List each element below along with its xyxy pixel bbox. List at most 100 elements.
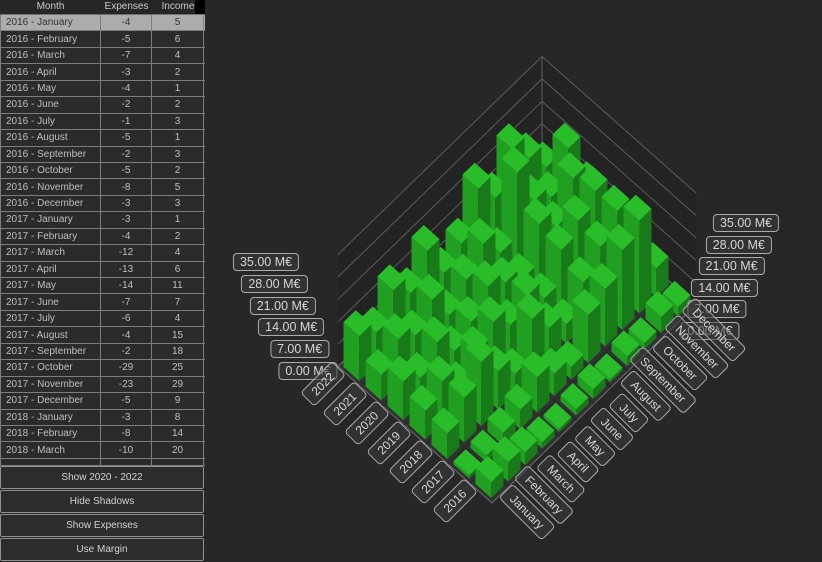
table-row[interactable]: 2018 - March -10 20 (1, 442, 205, 459)
table-row[interactable]: 2017 - February -4 2 (1, 228, 205, 246)
table-row[interactable]: 2017 - August -4 15 (1, 327, 205, 344)
bar-top-face (543, 402, 572, 429)
cell-month: 2018 - January (1, 409, 101, 425)
cell-income: 2 (152, 97, 204, 113)
bar-2017-August[interactable] (572, 289, 601, 363)
bar-left-face (543, 414, 560, 432)
bar-top-face (489, 256, 518, 283)
table-row[interactable]: 2016 - November -8 5 (1, 179, 205, 196)
table-row[interactable]: 2016 - August -5 1 (1, 130, 205, 147)
cell-month: 2016 - February (1, 31, 101, 47)
bar-top-face (462, 162, 491, 189)
table-row[interactable]: 2017 - June -7 7 (1, 294, 205, 311)
cell-expenses: -3 (101, 64, 152, 80)
bar-left-face (453, 461, 470, 479)
cell-expenses: -5 (101, 31, 152, 47)
cell-expenses: -13 (101, 261, 152, 277)
cell-income: 5 (152, 15, 204, 31)
bar-2016-June[interactable] (560, 383, 589, 416)
cell-income: 2 (152, 64, 204, 80)
bar-top-face (501, 146, 530, 173)
table-row[interactable]: 2018 - January -3 8 (1, 409, 205, 426)
cell-income: 20 (152, 442, 204, 458)
cell-expenses: -14 (101, 278, 152, 294)
bar-right-face (447, 421, 460, 459)
bar-right-face (588, 303, 601, 363)
table-row[interactable]: 2016 - March -7 4 (1, 47, 205, 65)
cell-income: 18 (152, 343, 204, 360)
table-row[interactable]: 2016 - April -3 2 (1, 64, 205, 81)
table-row[interactable]: 2017 - December -5 9 (1, 393, 205, 410)
bar-2016-January[interactable] (475, 456, 504, 498)
show-expenses-button[interactable]: Show Expenses (0, 514, 204, 537)
cell-month: 2016 - April (1, 64, 101, 80)
bar-right-face (571, 354, 584, 380)
table-row[interactable]: 2017 - April -13 6 (1, 261, 205, 278)
bar-top-face (516, 292, 545, 319)
bar-left-face (594, 365, 611, 383)
bar-top-face (365, 348, 394, 375)
bar-top-face (343, 310, 372, 337)
bar-left-face (504, 395, 521, 429)
bar-left-face (560, 395, 577, 416)
table-row[interactable]: 2016 - May -4 1 (1, 80, 205, 98)
cell-income: 2 (152, 162, 204, 179)
bar-2018-January[interactable] (431, 407, 460, 459)
bar-top-face (411, 225, 440, 251)
cell-month: 2016 - November (1, 179, 101, 195)
column-header-income: Income (161, 1, 195, 12)
bar-2016-July[interactable] (577, 363, 606, 399)
bar-top-face (560, 383, 589, 410)
table-row[interactable]: 2017 - May -14 11 (1, 278, 205, 295)
table-row[interactable]: 2018 - February -8 14 (1, 425, 205, 443)
cell-expenses: -4 (101, 228, 152, 245)
bar-left-face (365, 360, 382, 401)
bar-top-face (628, 317, 657, 344)
cell-income: 6 (152, 31, 204, 47)
bar-2016-May[interactable] (543, 402, 572, 432)
cell-expenses: -23 (101, 376, 152, 393)
table-row[interactable]: 2017 - October -29 25 (1, 360, 205, 377)
table-row[interactable]: 2017 - November -23 29 (1, 376, 205, 394)
bar-top-face (404, 351, 433, 378)
cell-month: 2016 - September (1, 146, 101, 162)
bar-2017-April[interactable] (504, 383, 533, 429)
cell-expenses: -3 (101, 409, 152, 425)
bar-left-face (611, 342, 628, 366)
table-row[interactable]: 2016 - July -1 3 (1, 113, 205, 131)
bar-left-face (487, 418, 504, 446)
cell-empty (152, 458, 204, 465)
bar-top-face (455, 296, 484, 322)
column-header-month: Month (36, 1, 65, 12)
cell-expenses: -3 (101, 195, 152, 212)
table-row[interactable]: 2017 - July -6 4 (1, 310, 205, 328)
cell-month: 2017 - September (1, 343, 101, 360)
bar-left-face (492, 448, 509, 482)
table-row[interactable]: 2016 - June -2 2 (1, 97, 205, 114)
hide-shadows-button[interactable]: Hide Shadows (0, 490, 204, 513)
cell-expenses: -4 (101, 327, 152, 343)
cell-expenses: -5 (101, 162, 152, 179)
wall-gridline (541, 56, 697, 194)
cell-month: 2018 - February (1, 425, 101, 442)
cell-income: 3 (152, 195, 204, 212)
cell-month: 2017 - July (1, 310, 101, 327)
bar-right-face (559, 416, 572, 432)
bar-top-face (477, 296, 506, 323)
table-row[interactable]: 2016 - December -3 3 (1, 195, 205, 213)
cell-expenses: -7 (101, 294, 152, 310)
use-margin-button[interactable]: Use Margin (0, 538, 204, 561)
bar3d-chart-view[interactable]: 0.00 M€ 0.00 M€ 7.00 M€ 7.00 M€ 14.00 M€ 14.0… (205, 0, 822, 562)
table-row-partial[interactable] (1, 458, 205, 466)
table-row[interactable]: 2016 - October -5 2 (1, 162, 205, 180)
table-row[interactable]: 2017 - March -12 4 (1, 245, 205, 262)
table-row[interactable]: 2016 - February -5 6 (1, 31, 205, 48)
bar-left-face (645, 302, 662, 333)
table-row[interactable]: 2016 - September -2 3 (1, 146, 205, 163)
table-row[interactable]: 2017 - September -2 18 (1, 343, 205, 361)
cell-income: 5 (152, 179, 204, 195)
table-row[interactable]: 2016 - January -4 5 (1, 15, 205, 32)
show-years-button[interactable]: Show 2020 - 2022 (0, 466, 204, 489)
cell-month: 2017 - October (1, 360, 101, 376)
table-row[interactable]: 2017 - January -3 1 (1, 212, 205, 229)
